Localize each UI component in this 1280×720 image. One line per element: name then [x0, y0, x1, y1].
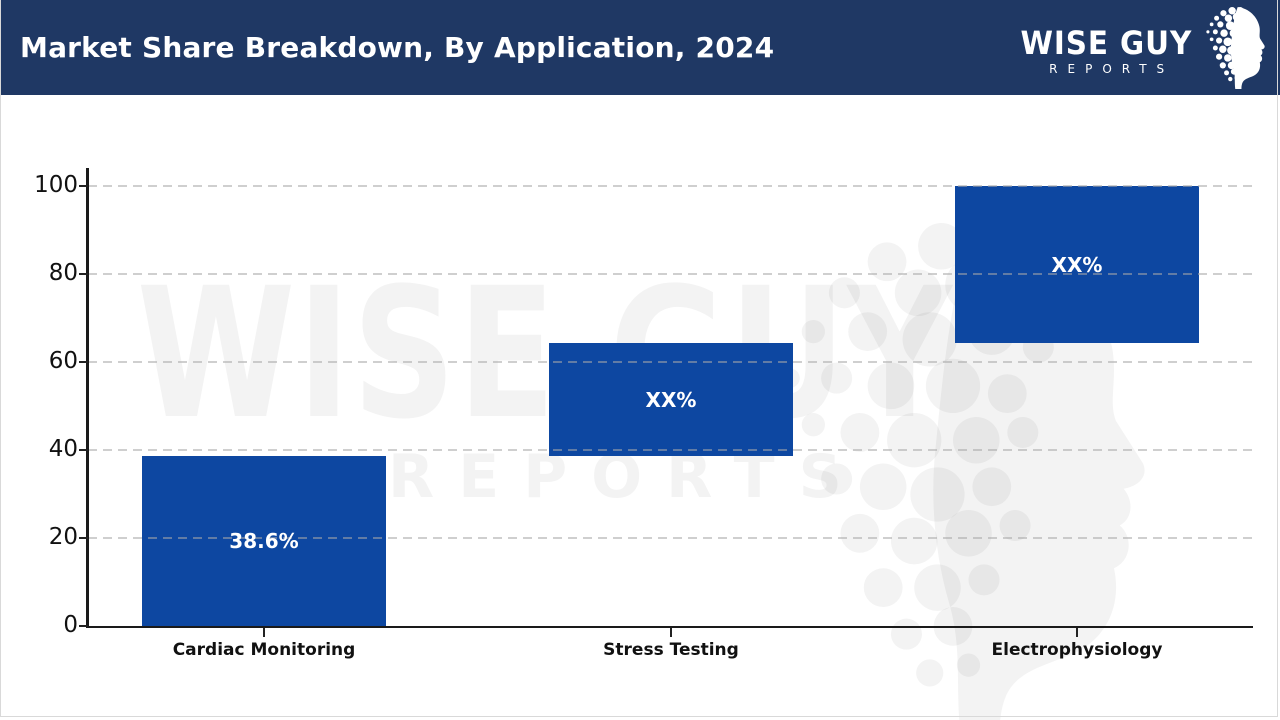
gridline-80 [88, 273, 1256, 275]
y-tick-label-80: 80 [48, 260, 78, 286]
x-tick-mark-1 [670, 628, 672, 637]
x-category-label: Electrophysiology [991, 640, 1163, 660]
y-tick-label-60: 60 [48, 348, 78, 374]
gridline-20 [88, 537, 1256, 539]
x-category-label: Cardiac Monitoring [172, 640, 356, 660]
bar-value-label: XX% [1051, 252, 1103, 277]
x-tick-mark-2 [1076, 628, 1078, 637]
chart-canvas: WISE GUY REPORTS 0 20 40 60 80 100 38.6% Cardi… [0, 95, 1280, 720]
y-tick-mark-40 [79, 449, 88, 451]
y-tick-label-20: 20 [48, 524, 78, 550]
y-tick-mark-20 [79, 537, 88, 539]
y-tick-label-40: 40 [48, 436, 78, 462]
logo-wordmark-line1: WISE GUY [1020, 24, 1193, 62]
bar-electrophysiology [955, 186, 1199, 344]
gridlines-layer [0, 95, 1280, 717]
chart-title: Market Share Breakdown, By Application, … [20, 31, 775, 64]
x-category-label: Stress Testing [603, 640, 739, 660]
y-tick-mark-60 [79, 361, 88, 363]
gridline-40 [88, 449, 1256, 451]
y-tick-mark-0 [79, 625, 88, 627]
bar-value-label: 38.6% [229, 529, 299, 554]
bar-value-label: XX% [645, 387, 697, 412]
gridline-60 [88, 361, 1256, 363]
y-tick-mark-100 [79, 185, 88, 187]
x-axis-spine [86, 625, 1253, 628]
logo-head-icon [1206, 7, 1265, 89]
gridline-100 [88, 185, 1256, 187]
y-tick-mark-80 [79, 273, 88, 275]
x-tick-mark-0 [263, 628, 265, 637]
y-tick-label-100: 100 [34, 172, 78, 198]
logo-wordmark-line2: REPORTS [1049, 62, 1175, 76]
wiseguy-logo: WISE GUY REPORTS [1013, 6, 1266, 90]
y-axis-spine [86, 168, 89, 628]
header-bar: Market Share Breakdown, By Application, … [0, 0, 1280, 95]
labels-layer: 38.6% Cardiac Monitoring XX% Stress Testing… [0, 95, 1280, 717]
y-tick-label-0: 0 [63, 612, 78, 638]
axes-layer: 0 20 40 60 80 100 [0, 95, 1280, 717]
bar-cardiac-monitoring [142, 456, 386, 626]
logo-wordmark: WISE GUY REPORTS [1013, 27, 1200, 75]
